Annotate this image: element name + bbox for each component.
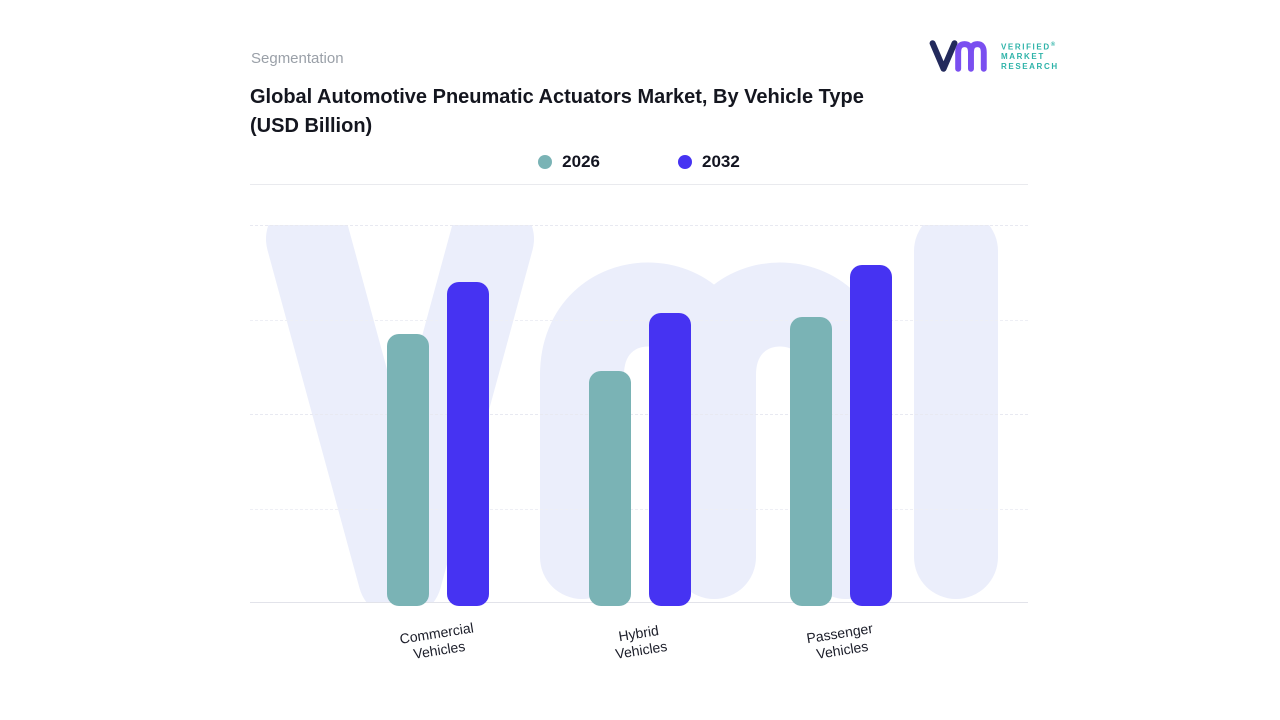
- x-axis-label-1: Commercial Vehicles: [398, 619, 475, 662]
- x-axis-labels: Commercial Vehicles Hybrid Vehicles Passen…: [250, 603, 1028, 683]
- gridline: [250, 414, 1028, 415]
- bar-groups: [250, 225, 1028, 606]
- logo-m-path: [955, 41, 987, 72]
- chart-title: Global Automotive Pneumatic Actuators Ma…: [250, 83, 970, 141]
- gridline: [250, 225, 1028, 226]
- legend-label: 2032: [702, 152, 740, 171]
- bar-group-1: [387, 282, 489, 606]
- chart-title-line1: Global Automotive Pneumatic Actuators Ma…: [250, 86, 864, 108]
- bar-passenger-2032: [850, 265, 892, 606]
- brand-line-verified: VERIFIED®: [1001, 41, 1056, 52]
- brand-logo: VERIFIED® MARKET RESEARCH: [928, 38, 1059, 74]
- legend-dot: [678, 155, 692, 169]
- chart-legend: 2026 2032: [250, 152, 1028, 172]
- legend-item-2026: 2026: [538, 152, 600, 172]
- bar-commercial-2026: [387, 334, 429, 606]
- gridline: [250, 508, 1028, 510]
- x-axis-label-3: Passenger Vehicles: [805, 619, 874, 662]
- bar-group-2: [589, 313, 691, 606]
- header-divider: [250, 184, 1028, 185]
- legend-dot: [538, 155, 553, 169]
- vmr-logo-icon: [929, 40, 987, 72]
- brand-line-research: RESEARCH: [1001, 62, 1059, 72]
- x-axis-baseline: [250, 602, 1028, 603]
- legend-item-2032: 2032: [678, 152, 740, 172]
- watermark-m-path: [540, 262, 888, 599]
- section-label: Segmentation: [251, 50, 344, 67]
- brand-name: VERIFIED® MARKET RESEARCH: [1001, 41, 1059, 72]
- bar-group-3: [790, 265, 892, 606]
- chart-title-line2: (USD Billion): [250, 115, 373, 137]
- registered-mark: ®: [1050, 41, 1056, 48]
- bar-hybrid-2032: [649, 313, 691, 606]
- bar-passenger-2026: [790, 317, 832, 606]
- legend-label: 2026: [562, 152, 600, 171]
- brand-line-market: MARKET: [1001, 52, 1045, 62]
- logo-v-path: [929, 40, 958, 72]
- gridline: [250, 319, 1028, 321]
- x-axis-label-2: Hybrid Vehicles: [614, 622, 669, 662]
- bar-hybrid-2026: [589, 371, 631, 606]
- plot-area: Commercial Vehicles Hybrid Vehicles Passen…: [250, 225, 1028, 662]
- bar-commercial-2032: [447, 282, 489, 606]
